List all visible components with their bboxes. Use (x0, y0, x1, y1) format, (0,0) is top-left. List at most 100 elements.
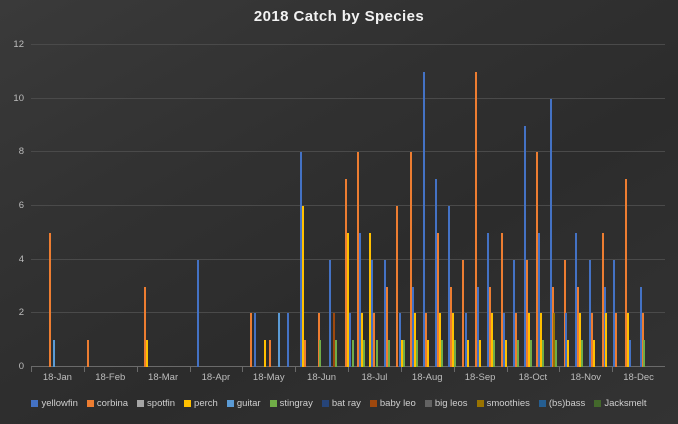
bar (359, 232, 362, 367)
bar (567, 340, 570, 367)
legend-item-guitar[interactable]: guitar (226, 398, 261, 409)
gridline (31, 44, 665, 45)
legend-item-spotfin[interactable]: spotfin (137, 398, 175, 409)
bar (86, 340, 89, 367)
bar (578, 313, 581, 367)
bar (542, 340, 544, 367)
legend-swatch-icon (538, 400, 546, 407)
plot-area (31, 44, 665, 367)
bar (526, 259, 529, 367)
bar (303, 340, 306, 367)
legend-swatch-icon (424, 400, 432, 407)
bar (319, 340, 322, 367)
legend-swatch-icon (594, 400, 602, 407)
x-axis-tick-label: 18-Jan (42, 372, 72, 383)
bar (553, 313, 556, 367)
y-axis-tick-label: 10 (13, 92, 24, 104)
bar (626, 313, 629, 367)
y-axis-tick-label: 8 (18, 146, 24, 158)
bar (563, 259, 566, 367)
x-axis-tick (31, 367, 32, 372)
bar (317, 313, 320, 367)
bar (643, 340, 646, 367)
bar (549, 98, 552, 367)
legend-swatch-icon (226, 400, 234, 407)
legend-item-bat-ray[interactable]: bat ray (321, 398, 361, 409)
chart-legend: yellowfin corbina spotfin perch guitar stingr… (0, 398, 678, 409)
bar (53, 340, 56, 367)
gridline (31, 97, 665, 99)
legend-item--bs-bass[interactable]: (bs)bass (538, 398, 585, 409)
bar (493, 340, 496, 367)
bar (361, 313, 364, 367)
legend-item-yellowfin[interactable]: yellowfin (31, 398, 78, 409)
bar (516, 340, 519, 367)
x-axis-tick-label: 18-Nov (570, 372, 602, 383)
bar (349, 313, 352, 367)
bar (536, 152, 539, 367)
bar (249, 313, 252, 367)
bar (302, 206, 305, 367)
x-axis-tick (295, 367, 297, 372)
bar (422, 71, 425, 367)
legend-label: guitar (236, 398, 261, 409)
x-axis-tick (189, 367, 191, 372)
bar (448, 206, 451, 367)
bar (351, 340, 354, 367)
bar (146, 340, 149, 367)
x-axis-tick (559, 367, 561, 372)
legend-item-corbina[interactable]: corbina (86, 398, 128, 409)
bar (555, 340, 558, 367)
legend-item-smoothies[interactable]: smoothies (476, 398, 530, 409)
bar (529, 340, 532, 367)
bar (286, 313, 289, 367)
bar (462, 259, 465, 367)
bar (363, 340, 366, 367)
legend-item-baby-leo[interactable]: baby leo (369, 398, 416, 409)
bar (524, 125, 527, 367)
bar (479, 340, 482, 367)
legend-swatch-icon (369, 400, 377, 407)
gridline (31, 205, 665, 206)
legend-item-big-leos[interactable]: big leos (424, 398, 468, 409)
bar (356, 152, 359, 367)
bar (639, 286, 642, 367)
x-axis-tick (506, 367, 508, 372)
x-axis-tick-label: 18-Jun (307, 372, 337, 383)
x-axis-labels: 18-Jan 18-Feb 18-Mar 18-Apr 18-May 18-Jun 18-J… (31, 372, 665, 388)
bar (415, 340, 418, 367)
bar (386, 286, 389, 367)
bar (434, 179, 437, 367)
bar (383, 259, 386, 367)
bar (398, 313, 401, 367)
legend-label: big leos (434, 398, 468, 409)
bar (368, 232, 371, 367)
x-axis-tick-label: 18-Jul (361, 372, 388, 383)
bar (332, 313, 335, 367)
bar (605, 313, 608, 367)
y-axis-tick-label: 2 (18, 307, 24, 319)
y-axis-tick-label: 4 (18, 253, 24, 265)
legend-label: spotfin (147, 398, 176, 409)
legend-label: Jacksmelt (604, 398, 647, 409)
legend-item-perch[interactable]: perch (184, 398, 218, 409)
x-axis-tick-label: 18-Oct (518, 372, 548, 383)
bar (590, 313, 593, 367)
x-axis-tick-label: 18-Apr (201, 372, 231, 383)
bar (501, 232, 504, 367)
bar (410, 152, 413, 367)
legend-item-jacksmelt[interactable]: Jacksmelt (594, 398, 647, 409)
legend-label: smoothies (486, 398, 530, 409)
legend-swatch-icon (184, 400, 192, 407)
x-axis-tick (136, 367, 138, 372)
legend-swatch-icon (476, 400, 484, 407)
bar (576, 286, 579, 367)
bar (514, 313, 517, 367)
bar (48, 232, 51, 367)
bar (565, 313, 568, 367)
x-axis-tick-label: 18-Mar (148, 372, 179, 383)
bar (574, 232, 577, 367)
bar (402, 340, 405, 367)
legend-item-stingray[interactable]: stingray (269, 398, 313, 409)
bar (278, 313, 281, 367)
